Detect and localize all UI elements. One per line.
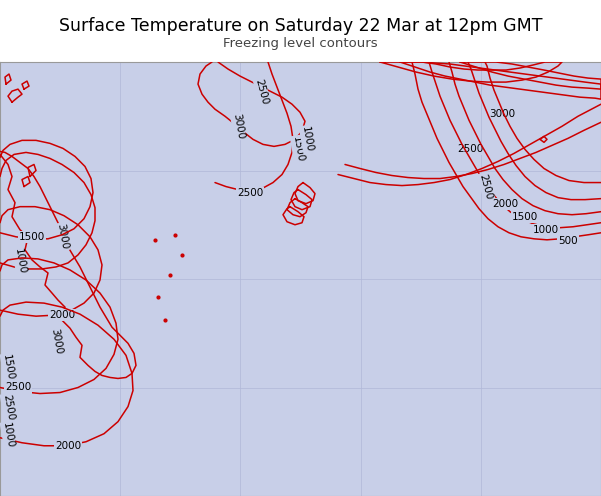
Text: 2000: 2000 [55, 441, 81, 451]
Text: 2500: 2500 [478, 173, 494, 200]
Text: 1000: 1000 [1, 422, 15, 449]
Text: 2500: 2500 [457, 144, 483, 154]
Text: 2500: 2500 [5, 382, 31, 392]
Text: 2500: 2500 [254, 78, 270, 106]
Text: 1000: 1000 [13, 247, 27, 275]
Text: 1000: 1000 [533, 225, 559, 235]
Text: 3000: 3000 [55, 223, 69, 250]
Text: Freezing level contours: Freezing level contours [223, 37, 378, 50]
Text: 2000: 2000 [492, 199, 518, 209]
Text: 2500: 2500 [1, 394, 15, 422]
Text: 3000: 3000 [231, 113, 245, 140]
Text: 2500: 2500 [237, 187, 263, 197]
Text: Surface Temperature on Saturday 22 Mar at 12pm GMT: Surface Temperature on Saturday 22 Mar a… [59, 17, 542, 35]
Text: 1500: 1500 [512, 212, 538, 222]
Text: 1500: 1500 [1, 354, 15, 381]
Text: 3000: 3000 [489, 109, 515, 119]
Text: 1500: 1500 [19, 232, 45, 242]
Text: 500: 500 [558, 236, 578, 246]
Text: 3000: 3000 [49, 327, 63, 355]
Text: 2000: 2000 [49, 310, 75, 320]
Text: 1500: 1500 [291, 135, 305, 163]
Text: 1000: 1000 [300, 125, 314, 153]
